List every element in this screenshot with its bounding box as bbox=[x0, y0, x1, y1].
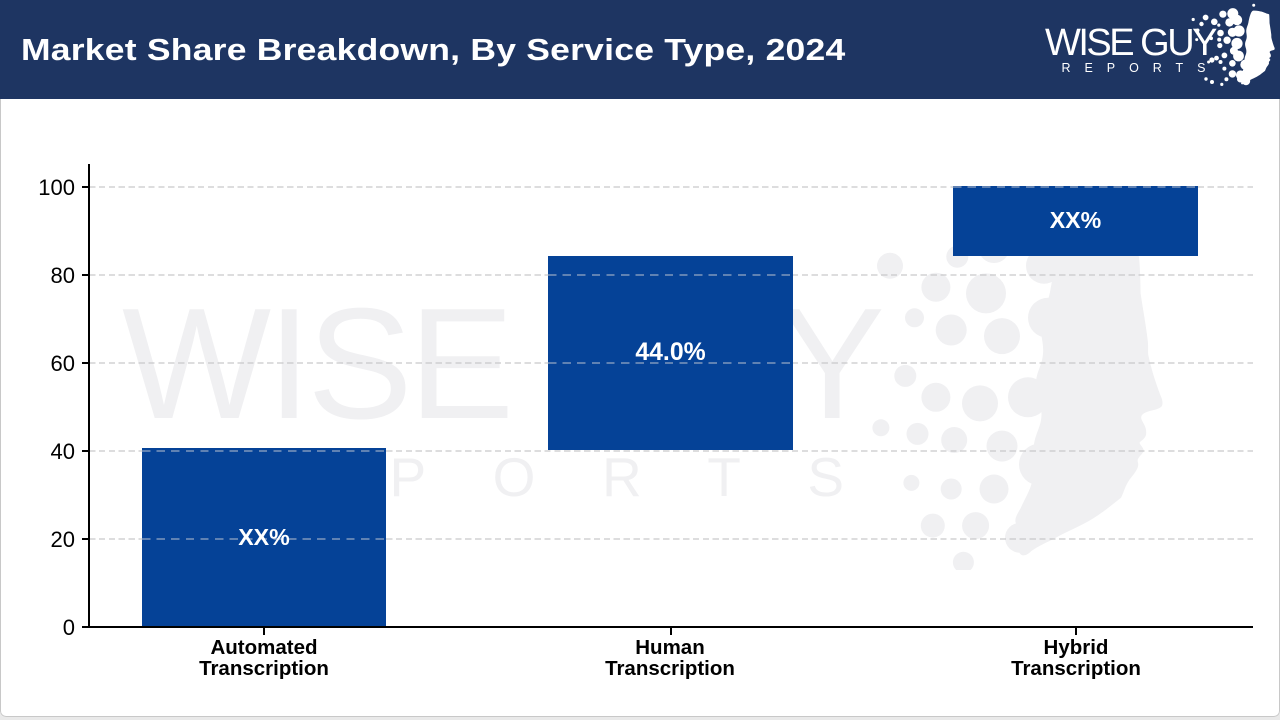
svg-text:WISE GUY: WISE GUY bbox=[1045, 22, 1218, 64]
